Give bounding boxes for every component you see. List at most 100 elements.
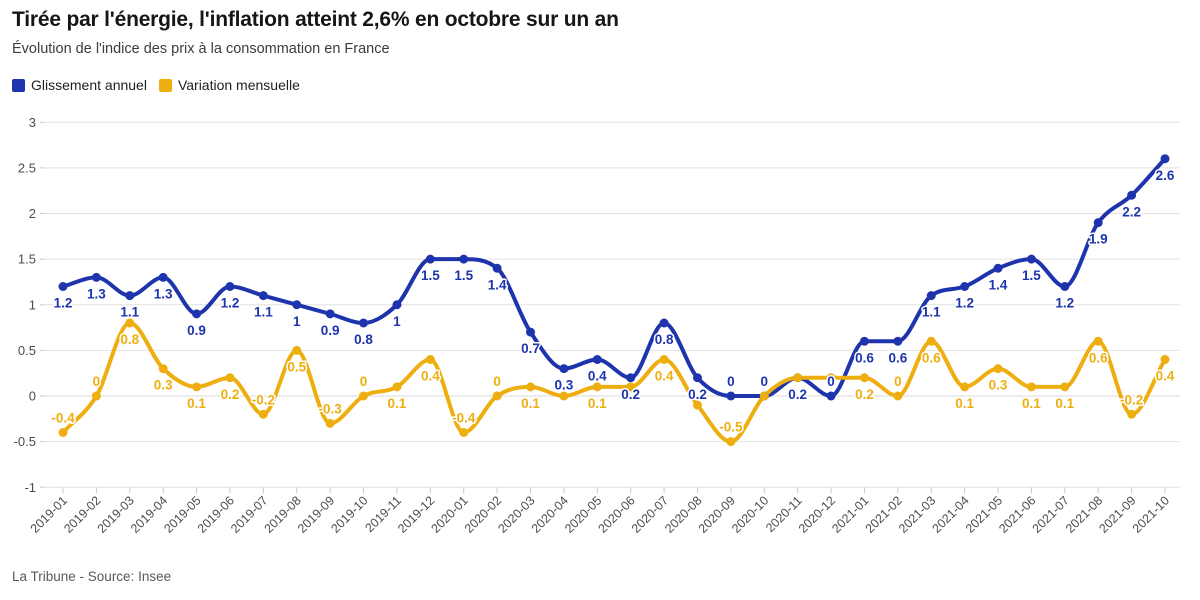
data-point bbox=[993, 364, 1003, 374]
data-label: 0.8 bbox=[655, 332, 674, 347]
data-point bbox=[1127, 190, 1137, 200]
data-point bbox=[258, 409, 268, 419]
data-point bbox=[58, 282, 68, 291]
data-label: 0.6 bbox=[855, 350, 874, 365]
data-label: 0.1 bbox=[388, 396, 407, 411]
data-point bbox=[292, 345, 302, 355]
data-label: 0.4 bbox=[655, 369, 674, 384]
data-point bbox=[325, 309, 335, 319]
data-point bbox=[459, 254, 469, 264]
legend-swatch-icon bbox=[158, 78, 172, 92]
y-axis-label: 1.5 bbox=[18, 252, 36, 267]
data-label: 2.6 bbox=[1156, 168, 1175, 183]
data-point bbox=[826, 373, 836, 383]
data-point bbox=[960, 382, 970, 392]
legend-label: Variation mensuelle bbox=[177, 77, 300, 93]
data-point bbox=[726, 437, 736, 447]
data-label: 2.2 bbox=[1122, 204, 1141, 219]
data-point bbox=[392, 382, 402, 392]
data-label: 0 bbox=[894, 374, 902, 389]
data-label: -0.2 bbox=[1120, 392, 1143, 407]
data-label: 0 bbox=[360, 374, 368, 389]
data-label: 0.4 bbox=[588, 369, 607, 384]
data-point bbox=[759, 391, 769, 401]
legend: Glissement annuel Variation mensuelle bbox=[12, 77, 300, 93]
chart-subtitle: Évolution de l'indice des prix à la cons… bbox=[12, 41, 390, 57]
data-point bbox=[492, 391, 502, 401]
data-point bbox=[692, 373, 702, 383]
y-axis-label: 0.5 bbox=[18, 343, 36, 358]
data-label: 0 bbox=[493, 374, 501, 389]
data-point bbox=[592, 382, 602, 392]
data-point bbox=[859, 373, 869, 383]
source-credit: La Tribune - Source: Insee bbox=[12, 569, 172, 584]
data-label: 1.1 bbox=[922, 305, 941, 320]
data-label: 0 bbox=[761, 374, 769, 389]
data-point bbox=[559, 391, 569, 401]
data-point bbox=[926, 336, 936, 346]
data-label: 1.5 bbox=[454, 268, 473, 283]
data-label: 0.1 bbox=[521, 396, 540, 411]
data-point bbox=[960, 282, 970, 291]
data-label: 0 bbox=[93, 374, 101, 389]
data-point bbox=[526, 382, 536, 392]
data-point bbox=[359, 318, 369, 328]
data-point bbox=[292, 300, 302, 310]
data-label: -0.4 bbox=[51, 411, 75, 426]
data-label: 0.6 bbox=[922, 350, 941, 365]
data-point bbox=[1060, 282, 1070, 291]
data-point bbox=[1160, 154, 1170, 164]
data-label: 1 bbox=[293, 314, 301, 329]
data-label: 1.4 bbox=[488, 277, 507, 292]
data-point bbox=[225, 373, 235, 383]
data-point bbox=[893, 336, 903, 346]
data-label: 0.7 bbox=[521, 341, 540, 356]
data-point bbox=[859, 336, 869, 346]
data-point bbox=[692, 400, 702, 410]
data-label: -0.2 bbox=[252, 392, 275, 407]
data-point bbox=[492, 263, 502, 273]
data-label: 0.3 bbox=[989, 378, 1008, 393]
legend-swatch-icon bbox=[12, 78, 25, 92]
x-axis-label: 2021-10 bbox=[1130, 493, 1172, 535]
data-point bbox=[258, 291, 268, 301]
data-label: 1.3 bbox=[154, 286, 173, 301]
data-label: 0.8 bbox=[354, 332, 373, 347]
data-label: 1.2 bbox=[1055, 296, 1074, 311]
data-label: 1 bbox=[393, 314, 401, 329]
y-axis-label: 3 bbox=[29, 115, 36, 130]
data-label: 0.1 bbox=[1022, 396, 1041, 411]
data-label: 1.2 bbox=[955, 296, 974, 311]
data-point bbox=[826, 391, 836, 401]
data-point bbox=[158, 364, 168, 374]
data-point bbox=[1060, 382, 1070, 392]
data-label: 1.1 bbox=[120, 305, 139, 320]
data-label: 0.5 bbox=[287, 359, 306, 374]
data-label: 1.3 bbox=[87, 286, 106, 301]
data-label: 1.2 bbox=[54, 296, 73, 311]
data-point bbox=[359, 391, 369, 401]
data-label: 0.9 bbox=[187, 323, 206, 338]
data-point bbox=[592, 355, 602, 364]
y-axis-label: 1 bbox=[29, 297, 36, 312]
data-point bbox=[1026, 382, 1036, 392]
data-label: 0.2 bbox=[621, 387, 640, 402]
data-point bbox=[425, 355, 435, 364]
data-point bbox=[526, 327, 536, 337]
data-label: 0.8 bbox=[120, 332, 139, 347]
data-label: 0.2 bbox=[221, 387, 240, 402]
data-label: 1.9 bbox=[1089, 232, 1108, 247]
data-label: 1.4 bbox=[989, 277, 1008, 292]
data-point bbox=[993, 263, 1003, 273]
data-point bbox=[793, 373, 803, 383]
line-glissement-annuel bbox=[61, 156, 1167, 398]
data-label: -0.5 bbox=[719, 420, 743, 435]
data-point bbox=[1127, 409, 1137, 419]
data-point bbox=[158, 272, 168, 282]
chart-title: Tirée par l'énergie, l'inflation atteint… bbox=[12, 8, 619, 31]
data-label: 0.3 bbox=[555, 378, 574, 393]
data-label: 0.4 bbox=[1156, 369, 1175, 384]
data-label: 0.2 bbox=[688, 387, 707, 402]
data-point bbox=[125, 318, 135, 328]
data-label: 0.2 bbox=[855, 387, 874, 402]
